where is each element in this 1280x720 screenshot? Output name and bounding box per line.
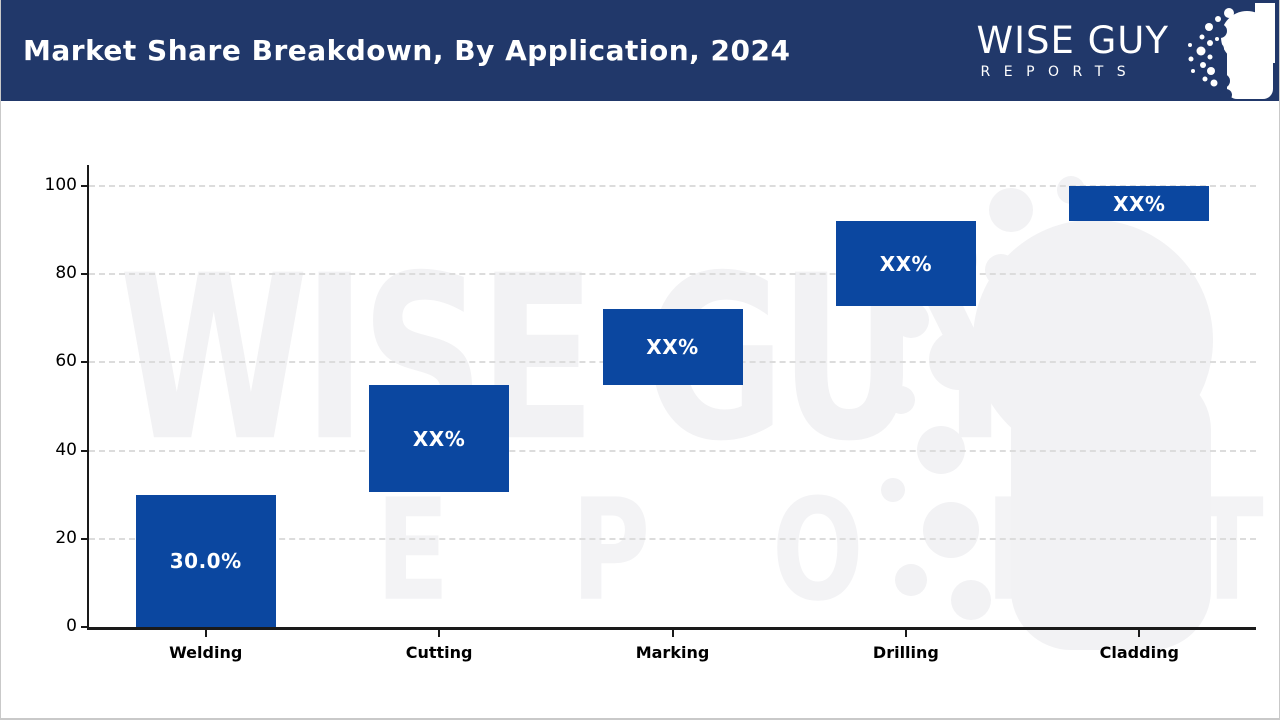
- x-tick-label: Welding: [169, 643, 243, 662]
- bar-cutting: XX%: [369, 385, 510, 493]
- plot-area: 0 20 40 60 80 100 30.0% Welding XX% Cutting XX% Mar…: [1, 101, 1279, 718]
- bar-value-label: XX%: [879, 251, 933, 276]
- logo-subtext: REPORTS: [980, 64, 1140, 80]
- x-tick-mark: [904, 629, 907, 637]
- gridline: [89, 537, 1256, 540]
- wiseguy-logo: WISE GUY REPORTS: [977, 2, 1275, 99]
- page-title: Market Share Breakdown, By Application, …: [23, 34, 791, 67]
- logo-text: WISE GUY REPORTS: [977, 22, 1169, 79]
- x-tick-mark: [438, 629, 441, 637]
- x-tick-label: Marking: [635, 643, 710, 662]
- y-tick-mark: [81, 185, 89, 187]
- y-tick-mark: [81, 273, 89, 276]
- logo-wordmark: WISE GUY: [976, 19, 1169, 62]
- logo-head-icon: [1188, 2, 1275, 99]
- bar-drilling: XX%: [835, 221, 976, 306]
- bar-value-label: 30.0%: [169, 548, 242, 573]
- x-tick-mark: [1138, 629, 1141, 637]
- y-tick-mark: [81, 361, 89, 364]
- x-tick-label: Drilling: [872, 643, 939, 662]
- y-tick-mark: [81, 449, 89, 452]
- gridline: [89, 185, 1256, 187]
- bar-marking: XX%: [602, 309, 743, 386]
- bar-value-label: XX%: [646, 335, 699, 360]
- x-tick-mark: [671, 629, 674, 637]
- x-axis-spine: [87, 627, 1256, 630]
- gridline: [89, 273, 1256, 276]
- x-tick-label: Cutting: [405, 643, 473, 662]
- x-tick-mark: [204, 629, 207, 637]
- y-tick-label: 80: [55, 263, 77, 284]
- y-axis-spine: [87, 165, 89, 629]
- x-tick-label: Cladding: [1099, 643, 1179, 662]
- y-tick-mark: [81, 626, 89, 628]
- y-tick-label: 40: [55, 439, 77, 460]
- bar-value-label: XX%: [412, 426, 466, 451]
- bar-welding: 30.0%: [135, 494, 276, 627]
- bar-value-label: XX%: [1113, 191, 1166, 216]
- header-bar: Market Share Breakdown, By Application, …: [1, 0, 1279, 101]
- y-tick-label: 100: [44, 175, 77, 195]
- y-tick-label: 20: [55, 527, 77, 548]
- y-tick-mark: [81, 537, 89, 540]
- y-tick-label: 0: [66, 616, 77, 636]
- bar-cladding: XX%: [1069, 186, 1210, 222]
- gridline: [89, 449, 1256, 452]
- y-tick-label: 60: [55, 351, 77, 372]
